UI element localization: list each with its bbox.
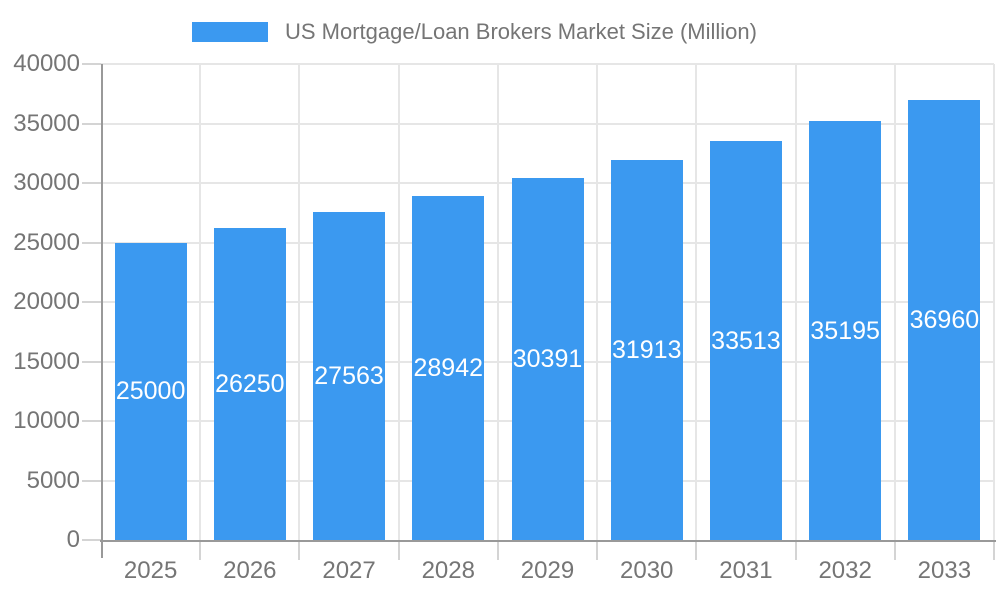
x-tick-label: 2027 <box>322 557 376 584</box>
v-gridline <box>397 64 400 540</box>
x-tick <box>993 542 995 560</box>
x-tick-label: 2025 <box>123 557 178 584</box>
y-tick <box>82 301 101 303</box>
x-tick <box>397 542 400 560</box>
h-gridline <box>101 122 994 125</box>
bar-value-label: 36960 <box>909 306 980 335</box>
y-tick <box>82 360 101 363</box>
y-tick-label: 35000 <box>13 109 80 137</box>
x-tick-label: 2032 <box>818 557 872 584</box>
y-tick <box>82 420 101 422</box>
y-tick-label: 5000 <box>26 466 80 494</box>
x-tick-label: 2031 <box>719 557 773 584</box>
v-gridline <box>596 64 599 540</box>
bar-2026[interactable] <box>213 227 286 540</box>
bar-2030[interactable] <box>610 160 683 540</box>
bar-value-label: 33513 <box>711 326 781 355</box>
bar-value-label: 26250 <box>215 369 285 398</box>
x-tick-label: 2026 <box>223 557 277 584</box>
bar-value-label: 27563 <box>314 362 384 390</box>
y-tick-label: 10000 <box>13 407 80 434</box>
x-tick-label: 2029 <box>520 557 575 584</box>
y-axis-line <box>101 64 103 558</box>
x-tick-label: 2033 <box>917 557 972 584</box>
y-tick <box>82 539 101 541</box>
y-tick-label: 15000 <box>13 347 80 375</box>
bar-2028[interactable] <box>412 195 485 540</box>
bar-value-label: 28942 <box>413 353 484 382</box>
x-tick <box>496 542 499 560</box>
x-tick-label: 2030 <box>620 557 674 584</box>
y-tick-label: 30000 <box>13 169 80 196</box>
y-tick-label: 20000 <box>13 288 80 315</box>
y-tick <box>82 63 101 65</box>
v-gridline <box>794 64 797 540</box>
x-axis-line <box>100 540 996 542</box>
bar-value-label: 30391 <box>512 345 583 374</box>
v-gridline <box>199 64 202 540</box>
y-tick-label: 0 <box>66 526 80 553</box>
y-tick-label: 25000 <box>13 228 80 256</box>
v-gridline <box>893 64 896 540</box>
v-gridline <box>695 64 698 540</box>
bar-2032[interactable] <box>809 121 882 540</box>
bar-2029[interactable] <box>511 178 584 540</box>
bar-2025[interactable] <box>114 242 187 540</box>
bar-value-label: 25000 <box>115 377 186 406</box>
bar-2031[interactable] <box>709 141 782 540</box>
v-gridline <box>496 64 499 540</box>
y-tick <box>82 479 101 482</box>
plot-area: 0 5000 10000 15000 20000 25000 30000 35000 40000… <box>13 50 996 584</box>
bar-value-label: 35195 <box>810 316 880 345</box>
x-tick-label: 2028 <box>421 557 475 584</box>
legend-swatch <box>192 22 268 42</box>
x-tick <box>596 542 599 560</box>
x-tick <box>794 542 797 560</box>
bar-value-label: 31913 <box>611 336 682 365</box>
v-gridline <box>993 64 995 540</box>
h-gridline <box>101 63 994 65</box>
x-tick <box>298 542 301 560</box>
v-gridline <box>298 64 301 540</box>
bar-2033[interactable] <box>908 100 981 540</box>
y-tick <box>82 241 101 244</box>
x-tick <box>893 542 896 560</box>
legend-item[interactable]: US Mortgage/Loan Brokers Market Size (Mi… <box>192 12 757 52</box>
y-tick <box>82 122 101 125</box>
y-tick <box>82 182 101 184</box>
bar-2027[interactable] <box>313 212 386 540</box>
legend-label: US Mortgage/Loan Brokers Market Size (Mi… <box>285 19 757 44</box>
x-tick <box>695 542 698 560</box>
y-tick-label: 40000 <box>13 50 80 77</box>
x-tick <box>199 542 202 560</box>
